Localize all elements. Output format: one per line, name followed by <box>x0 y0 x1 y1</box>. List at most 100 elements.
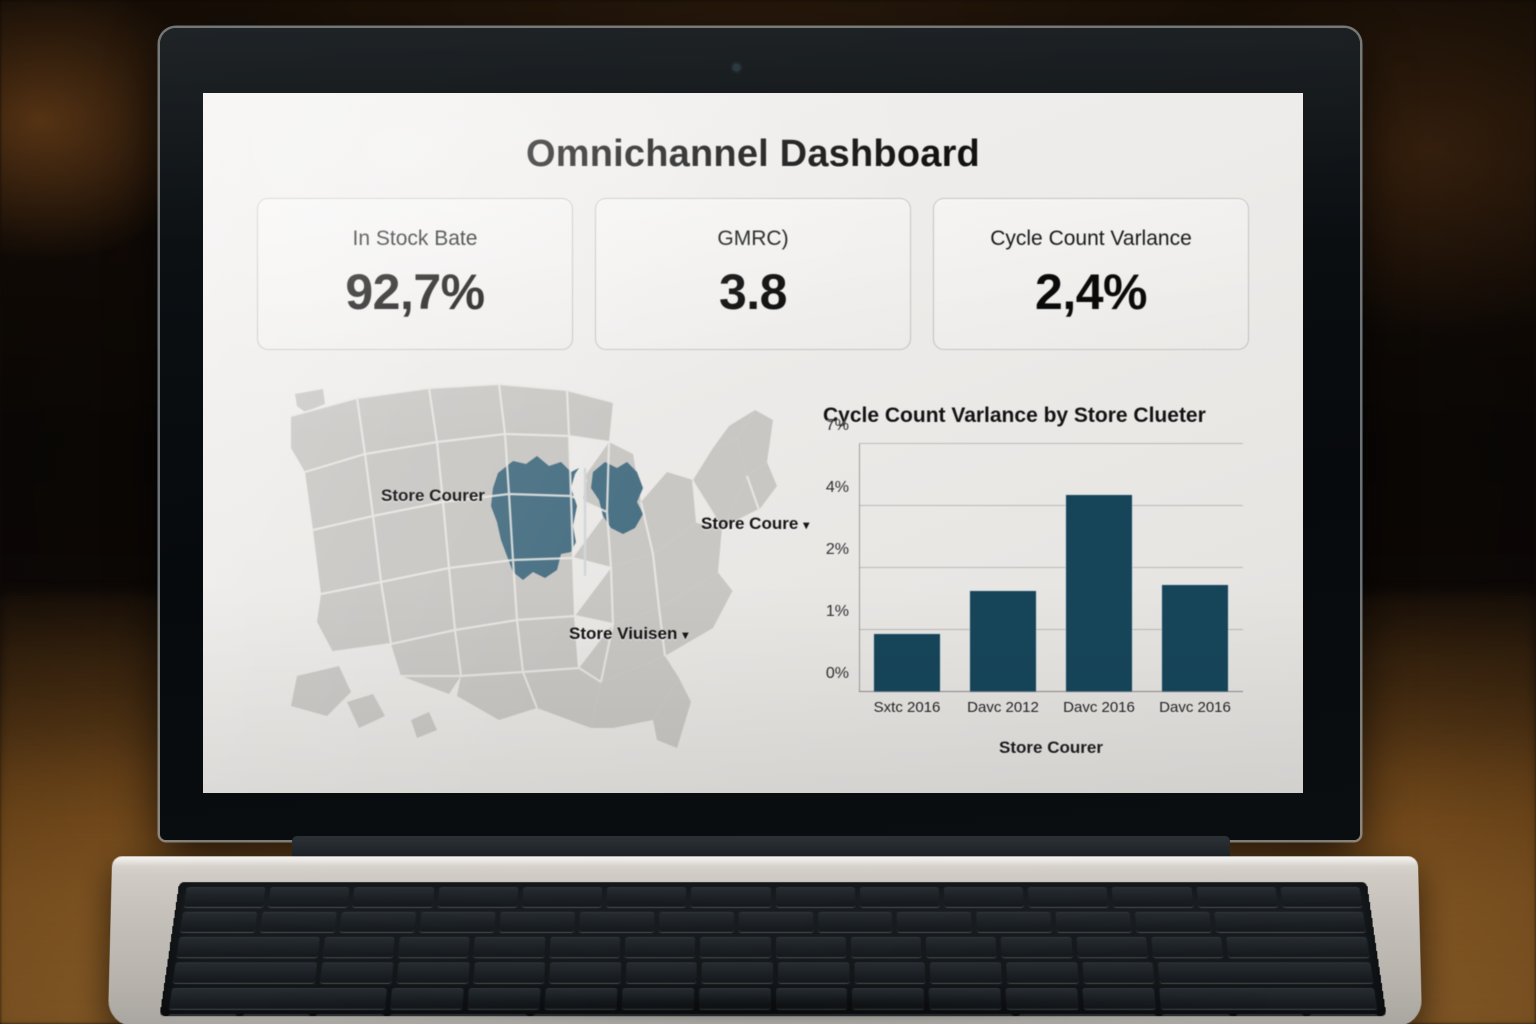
chart-x-tick-labels: Sxtc 2016 Davc 2012 Davc 2016 Davc 2016 <box>859 699 1243 716</box>
chart-y-tick: 0% <box>825 665 849 682</box>
keyboard-key[interactable] <box>658 911 734 932</box>
chevron-down-icon[interactable]: ▾ <box>682 628 689 642</box>
keyboard-key[interactable] <box>1157 962 1374 983</box>
keyboard-key[interactable] <box>578 911 655 932</box>
keyboard-key[interactable] <box>1081 962 1155 983</box>
chevron-down-icon[interactable]: ▾ <box>803 518 810 532</box>
keyboard-key[interactable] <box>1076 936 1149 958</box>
keyboard-key[interactable] <box>322 936 395 958</box>
keyboard-key[interactable] <box>817 911 893 932</box>
keyboard[interactable] <box>159 882 1387 1017</box>
keyboard-key[interactable] <box>419 911 496 932</box>
kpi-value: 3.8 <box>718 264 788 320</box>
keyboard-key[interactable] <box>268 887 350 907</box>
keyboard-key[interactable] <box>183 887 266 907</box>
bar-chart-panel[interactable]: Cycle Count Varlance by Store Clueter 7%… <box>807 376 1251 772</box>
keyboard-key[interactable] <box>700 936 771 958</box>
keyboard-key[interactable] <box>499 911 575 932</box>
map-state-borders <box>290 382 761 709</box>
kpi-label: Cycle Count Varlance <box>990 227 1192 250</box>
keyboard-key[interactable] <box>690 887 771 907</box>
keyboard-key[interactable] <box>1226 936 1370 958</box>
chart-y-axis-line <box>859 444 860 692</box>
chart-bar-slot <box>859 444 955 692</box>
keyboard-key[interactable] <box>1027 887 1109 907</box>
keyboard-key[interactable] <box>339 911 417 932</box>
map-label-store-coure[interactable]: Store Coure ▾ <box>701 514 809 534</box>
keyboard-key[interactable] <box>473 936 546 958</box>
us-choropleth-map[interactable] <box>261 376 801 756</box>
keyboard-key[interactable] <box>549 962 622 983</box>
chart-bar[interactable] <box>970 590 1036 692</box>
chart-gridline <box>859 443 1243 444</box>
keyboard-key[interactable] <box>320 962 394 983</box>
keyboard-key[interactable] <box>1214 911 1366 932</box>
keyboard-key[interactable] <box>625 962 698 983</box>
keyboard-key[interactable] <box>624 936 696 958</box>
keyboard-key[interactable] <box>1055 911 1132 932</box>
chart-bar[interactable] <box>1162 585 1228 692</box>
keyboard-key[interactable] <box>437 887 519 907</box>
kpi-card-cycle-count-variance[interactable]: Cycle Count Varlance 2,4% <box>933 198 1249 350</box>
keyboard-key[interactable] <box>850 936 922 958</box>
chart-x-tick-label: Davc 2016 <box>1159 699 1231 716</box>
keyboard-key[interactable] <box>859 887 940 907</box>
chart-bar[interactable] <box>874 634 940 692</box>
chart-x-tick-label: Sxtc 2016 <box>873 699 941 716</box>
keyboard-key[interactable] <box>180 911 258 932</box>
chart-bar[interactable] <box>1066 494 1132 692</box>
keyboard-key[interactable] <box>1151 936 1224 958</box>
chart-gridline <box>859 567 1243 568</box>
keyboard-key[interactable] <box>521 887 603 907</box>
keyboard-key[interactable] <box>1280 887 1363 907</box>
keyboard-key[interactable] <box>352 887 435 907</box>
keyboard-key[interactable] <box>472 962 546 983</box>
map-label-text: Store Coure <box>701 514 799 533</box>
keyboard-key[interactable] <box>1196 887 1278 907</box>
kpi-value: 92,7% <box>345 264 485 320</box>
chart-x-axis-line <box>859 691 1243 692</box>
keyboard-row <box>165 962 1382 983</box>
keyboard-key[interactable] <box>701 962 774 983</box>
keyboard-key[interactable] <box>929 962 1002 983</box>
map-label-text: Store Courer <box>381 486 485 505</box>
map-label-store-courer[interactable]: Store Courer <box>381 486 485 506</box>
map-label-store-viuisen[interactable]: Store Viuisen ▾ <box>569 624 688 644</box>
keyboard-key[interactable] <box>176 936 320 958</box>
keyboard-key[interactable] <box>548 936 621 958</box>
dashboard-app: Omnichannel Dashboard In Stock Bate 92,7… <box>203 93 1303 793</box>
keyboard-key[interactable] <box>1112 887 1194 907</box>
chart-y-tick: 7% <box>825 417 849 434</box>
kpi-card-gmroi[interactable]: GMRC) 3.8 <box>595 198 911 350</box>
keyboard-key[interactable] <box>738 911 813 932</box>
keyboard-key[interactable] <box>925 936 998 958</box>
keyboard-key[interactable] <box>775 936 846 958</box>
map-panel[interactable]: Store Courer Store Coure ▾ Store Viuisen ▾ <box>261 376 809 772</box>
keyboard-key[interactable] <box>943 887 1025 907</box>
chart-gridline <box>859 629 1243 630</box>
chart-bar-slot <box>1147 444 1243 692</box>
keyboard-key[interactable] <box>172 962 318 983</box>
keyboard-row <box>176 887 1371 907</box>
chart-plot-area: 7% 4% 2% 1% 0% <box>826 417 1243 692</box>
keyboard-key[interactable] <box>778 962 850 983</box>
kpi-label: In Stock Bate <box>352 227 478 250</box>
keyboard-key[interactable] <box>976 911 1053 932</box>
keyboard-key[interactable] <box>1135 911 1212 932</box>
keyboard-key[interactable] <box>606 887 687 907</box>
keyboard-key[interactable] <box>775 887 856 907</box>
map-highlight-region[interactable] <box>491 456 643 580</box>
keyboard-key[interactable] <box>259 911 337 932</box>
chart-y-tick: 1% <box>825 603 849 620</box>
keyboard-key[interactable] <box>854 962 926 983</box>
keyboard-row <box>168 936 1377 958</box>
keyboard-key[interactable] <box>1005 962 1079 983</box>
keyboard-key[interactable] <box>1000 936 1073 958</box>
keyboard-key[interactable] <box>396 962 470 983</box>
chart-title: Cycle Count Varlance by Store Clueter <box>823 404 1206 427</box>
chart-x-tick-label: Davc 2012 <box>967 699 1039 716</box>
chart-x-tick-label: Davc 2016 <box>1063 699 1135 716</box>
kpi-card-in-stock-rate[interactable]: In Stock Bate 92,7% <box>257 198 573 350</box>
keyboard-key[interactable] <box>897 911 973 932</box>
keyboard-key[interactable] <box>397 936 470 958</box>
